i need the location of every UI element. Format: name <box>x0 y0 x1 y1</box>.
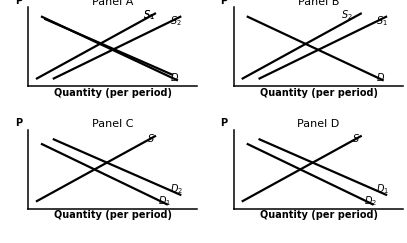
Text: $D_2$: $D_2$ <box>364 194 377 208</box>
Text: $D$: $D$ <box>170 71 179 83</box>
Text: $D$: $D$ <box>376 71 385 83</box>
Text: $S_1$: $S_1$ <box>376 14 388 28</box>
Text: $D_1$: $D_1$ <box>376 182 389 196</box>
X-axis label: Quantity (per period): Quantity (per period) <box>260 210 378 220</box>
Text: $S$: $S$ <box>147 132 154 144</box>
Text: $D_2$: $D_2$ <box>170 182 183 196</box>
Title: Panel B: Panel B <box>298 0 339 7</box>
Title: Panel C: Panel C <box>92 119 133 129</box>
Text: $S_1$: $S_1$ <box>143 8 155 22</box>
Text: P: P <box>15 118 22 128</box>
Text: $S$: $S$ <box>352 132 360 144</box>
Text: P: P <box>221 0 228 6</box>
Text: P: P <box>221 118 228 128</box>
X-axis label: Quantity (per period): Quantity (per period) <box>54 210 172 220</box>
Text: $S_1$: $S_1$ <box>143 8 155 22</box>
Text: $D_1$: $D_1$ <box>158 194 171 208</box>
Title: Panel D: Panel D <box>298 119 340 129</box>
Text: P: P <box>15 0 22 6</box>
Title: Panel A: Panel A <box>92 0 133 7</box>
X-axis label: Quantity (per period): Quantity (per period) <box>260 88 378 98</box>
Text: $S_2$: $S_2$ <box>341 8 352 22</box>
Text: $S_2$: $S_2$ <box>170 14 182 28</box>
X-axis label: Quantity (per period): Quantity (per period) <box>54 88 172 98</box>
